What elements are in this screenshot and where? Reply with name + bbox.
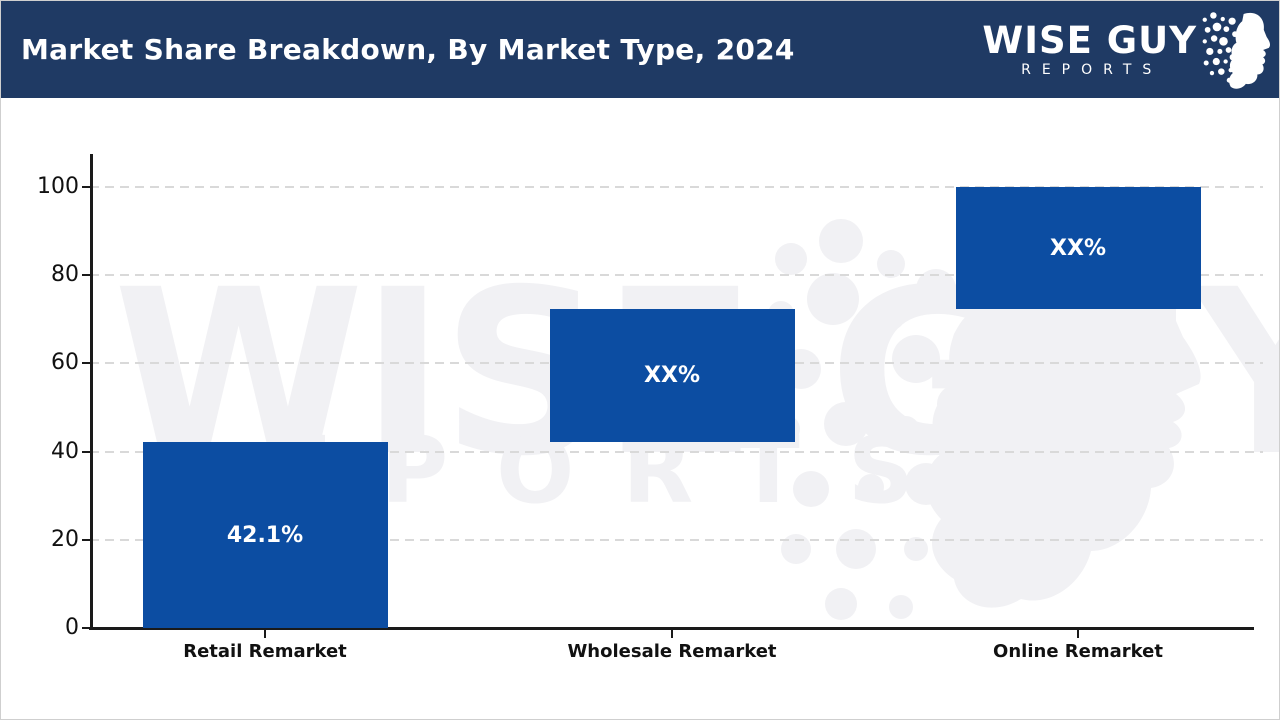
brand-subname: REPORTS (1021, 61, 1163, 78)
bar: XX% (955, 187, 1201, 310)
brand-face-icon (1202, 11, 1271, 89)
x-axis-line (89, 627, 1254, 630)
y-tick-mark (82, 450, 90, 453)
bar-value-label: XX% (644, 363, 700, 389)
y-tick-mark (82, 274, 90, 277)
y-tick-label: 40 (51, 438, 79, 464)
brand-logo: WISE GUY REPORTS (982, 9, 1271, 91)
x-tick-mark (671, 629, 673, 638)
x-axis-label: Retail Remarket (183, 641, 347, 662)
x-tick-mark (1077, 629, 1079, 638)
x-tick-mark (264, 629, 266, 638)
header-bar: Market Share Breakdown, By Market Type, … (1, 1, 1279, 98)
y-tick-mark (82, 538, 90, 541)
brand-name: WISE GUY (982, 18, 1197, 62)
y-tick-mark (82, 627, 90, 629)
bar-chart: 0 20 40 60 80 100 42.1% XX% XX% Retail Remarket Wh… (1, 98, 1279, 719)
gridline (90, 274, 1263, 277)
bar-value-label: XX% (1050, 235, 1106, 261)
bar: XX% (549, 309, 795, 443)
y-tick-label: 20 (51, 526, 79, 552)
gridline (90, 538, 1263, 541)
y-axis-line (90, 154, 93, 630)
y-tick-label: 80 (51, 262, 79, 288)
y-tick-mark (82, 362, 90, 365)
x-axis-label: Online Remarket (993, 641, 1163, 662)
gridline (90, 450, 1263, 453)
y-tick-label: 100 (37, 174, 79, 199)
x-axis-label: Wholesale Remarket (567, 641, 777, 662)
brand-logo-text: WISE GUY REPORTS (982, 22, 1197, 78)
y-tick-mark (82, 186, 90, 188)
bar: 42.1% (142, 442, 388, 628)
chart-title: Market Share Breakdown, By Market Type, … (21, 33, 795, 66)
gridline (90, 186, 1263, 188)
bar-value-label: 42.1% (226, 522, 304, 548)
y-tick-label: 60 (51, 350, 79, 376)
y-tick-label: 0 (65, 615, 79, 640)
